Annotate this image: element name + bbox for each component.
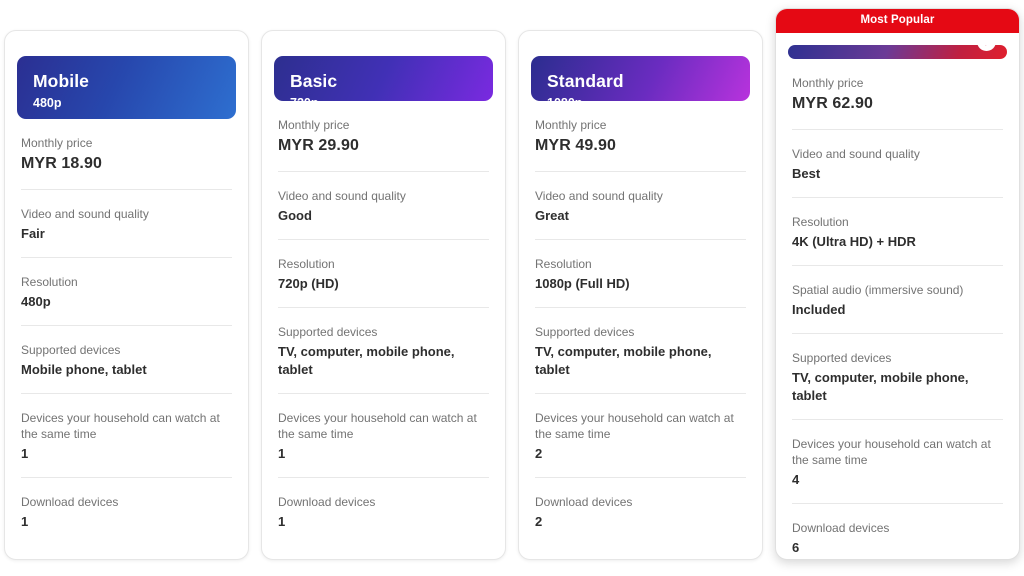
plan-header-mobile: Mobile 480p	[17, 56, 236, 119]
feature-value: 720p (HD)	[278, 276, 339, 291]
feature-value: Good	[278, 208, 312, 223]
feature-label: Monthly price	[278, 118, 350, 132]
feature-value: Fair	[21, 226, 45, 241]
plan-name: Mobile	[33, 71, 90, 91]
feature-row: Video and sound quality Good	[278, 172, 489, 240]
feature-value: TV, computer, mobile phone, tablet	[278, 344, 455, 377]
feature-label: Download devices	[21, 495, 119, 509]
feature-label: Download devices	[792, 521, 890, 535]
feature-label: Video and sound quality	[21, 207, 149, 221]
plan-card-premium[interactable]: Most PopularPremium4K + HDRMonthly price…	[775, 8, 1020, 560]
feature-value: 4	[792, 472, 800, 487]
feature-label: Video and sound quality	[535, 189, 663, 203]
feature-row: Resolution 720p (HD)	[278, 240, 489, 308]
plan-card-basic[interactable]: Basic 720p Monthly price MYR 29.90 Video and…	[261, 30, 506, 560]
feature-row: Video and sound quality Fair	[21, 190, 232, 258]
feature-value: 2	[535, 446, 543, 461]
plan-header-basic: Basic 720p	[274, 56, 493, 101]
feature-value: 1	[278, 514, 286, 529]
feature-label: Supported devices	[21, 343, 121, 357]
plan-card-standard[interactable]: Standard 1080p Monthly price MYR 49.90 Video…	[518, 30, 763, 560]
feature-row: Supported devices TV, computer, mobile ph…	[792, 334, 1003, 420]
feature-value: 480p	[21, 294, 51, 309]
feature-label: Monthly price	[21, 136, 93, 150]
plan-header-premium: Premium4K + HDR	[788, 45, 1007, 59]
feature-row: Devices your household can watch at the …	[535, 394, 746, 478]
feature-value: 6	[792, 540, 800, 555]
feature-value: 1	[21, 514, 29, 529]
feature-row: Devices your household can watch at the …	[792, 420, 1003, 504]
plan-header-standard: Standard 1080p	[531, 56, 750, 101]
plan-card-mobile[interactable]: Mobile 480p Monthly price MYR 18.90 Video an…	[4, 30, 249, 560]
feature-label: Resolution	[21, 275, 78, 289]
plan-price: MYR 18.90	[21, 155, 102, 172]
feature-value: Mobile phone, tablet	[21, 362, 147, 377]
feature-label: Resolution	[535, 257, 592, 271]
feature-row: Resolution 480p	[21, 258, 232, 326]
feature-label: Video and sound quality	[278, 189, 406, 203]
plan-feature-list: Monthly price MYR 62.90 Video and sound qu…	[788, 59, 1007, 559]
feature-row: Spatial audio (immersive sound) Included	[792, 266, 1003, 334]
feature-row: Supported devices Mobile phone, tablet	[21, 326, 232, 394]
feature-row-monthly-price: Monthly price MYR 18.90	[21, 119, 232, 190]
feature-label: Supported devices	[792, 351, 892, 365]
feature-label: Spatial audio (immersive sound)	[792, 283, 964, 297]
plan-feature-list: Monthly price MYR 29.90 Video and sound qu…	[274, 101, 493, 545]
feature-row: Supported devices TV, computer, mobile ph…	[535, 308, 746, 394]
feature-row: Supported devices TV, computer, mobile ph…	[278, 308, 489, 394]
plan-name: Basic	[290, 71, 338, 91]
plan-name: Standard	[547, 71, 624, 91]
feature-label: Video and sound quality	[792, 147, 920, 161]
feature-row-monthly-price: Monthly price MYR 49.90	[535, 101, 746, 172]
feature-label: Devices your household can watch at the …	[278, 411, 477, 441]
most-popular-banner: Most Popular	[776, 9, 1019, 33]
plan-feature-list: Monthly price MYR 49.90 Video and sound qu…	[531, 101, 750, 545]
feature-row: Resolution 4K (Ultra HD) + HDR	[792, 198, 1003, 266]
feature-label: Download devices	[278, 495, 376, 509]
plan-quality-tag: 480p	[33, 96, 62, 110]
plan-quality-tag: 1080p	[547, 94, 736, 101]
feature-label: Monthly price	[535, 118, 607, 132]
feature-value: TV, computer, mobile phone, tablet	[535, 344, 712, 377]
feature-row: Resolution 1080p (Full HD)	[535, 240, 746, 308]
feature-row-monthly-price: Monthly price MYR 62.90	[792, 59, 1003, 130]
feature-value: 2	[535, 514, 543, 529]
feature-label: Monthly price	[792, 76, 864, 90]
plan-price: MYR 29.90	[278, 137, 359, 154]
feature-label: Supported devices	[278, 325, 378, 339]
feature-label: Resolution	[792, 215, 849, 229]
plan-quality-tag: 720p	[290, 94, 479, 101]
feature-row: Download devices 6	[792, 504, 1003, 559]
feature-value: TV, computer, mobile phone, tablet	[792, 370, 969, 403]
feature-row: Devices your household can watch at the …	[21, 394, 232, 478]
feature-row: Download devices 1	[21, 478, 232, 545]
feature-row: Video and sound quality Best	[792, 130, 1003, 198]
feature-value: 1	[21, 446, 29, 461]
feature-row: Video and sound quality Great	[535, 172, 746, 240]
feature-row-monthly-price: Monthly price MYR 29.90	[278, 101, 489, 172]
feature-label: Supported devices	[535, 325, 635, 339]
feature-label: Devices your household can watch at the …	[792, 437, 991, 467]
feature-label: Download devices	[535, 495, 633, 509]
feature-label: Resolution	[278, 257, 335, 271]
plan-price: MYR 49.90	[535, 137, 616, 154]
feature-row: Download devices 1	[278, 478, 489, 545]
feature-row: Download devices 2	[535, 478, 746, 545]
feature-label: Devices your household can watch at the …	[21, 411, 220, 441]
plan-feature-list: Monthly price MYR 18.90 Video and sound qu…	[17, 119, 236, 545]
feature-value: 1080p (Full HD)	[535, 276, 630, 291]
plan-price: MYR 62.90	[792, 95, 873, 112]
feature-value: Best	[792, 166, 821, 181]
feature-row: Devices your household can watch at the …	[278, 394, 489, 478]
feature-value: Great	[535, 208, 569, 223]
feature-value: 1	[278, 446, 286, 461]
selected-check-icon	[977, 45, 996, 51]
feature-value: Included	[792, 302, 846, 317]
feature-label: Devices your household can watch at the …	[535, 411, 734, 441]
feature-value: 4K (Ultra HD) + HDR	[792, 234, 916, 249]
